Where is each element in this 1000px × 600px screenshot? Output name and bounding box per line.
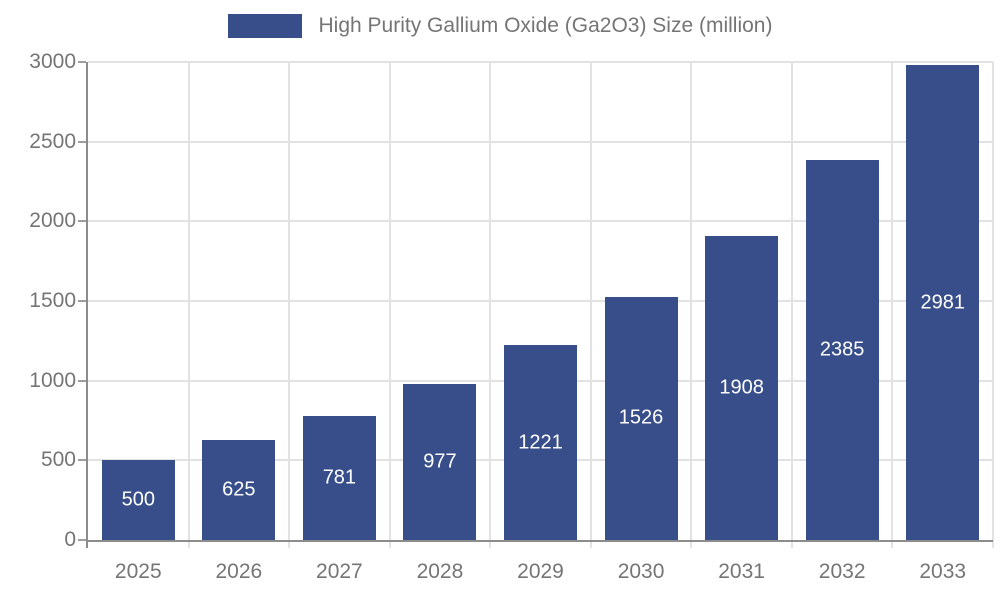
gridline-vertical <box>891 62 894 548</box>
y-axis-tick-label: 2500 <box>29 129 76 153</box>
gridline-horizontal <box>88 220 993 223</box>
y-axis-tick-label: 3000 <box>29 50 76 73</box>
y-axis-tick-mark <box>78 140 86 143</box>
bar-2025: 500 <box>101 460 175 540</box>
gridline-vertical <box>388 62 391 548</box>
gridline-horizontal <box>88 300 993 302</box>
bar-2032: 2385 <box>805 160 879 540</box>
bar-2027: 781 <box>302 415 376 540</box>
x-axis-tick-label: 2031 <box>718 560 765 583</box>
y-axis-line <box>86 62 88 548</box>
y-axis-tick-label: 2000 <box>29 209 76 233</box>
legend-swatch[interactable] <box>227 14 302 38</box>
gridline-vertical <box>589 62 592 548</box>
gridline-vertical <box>790 62 793 548</box>
bar-2031: 1908 <box>705 236 779 540</box>
x-axis-tick-label: 2033 <box>919 560 967 583</box>
plot-area: 0 500 1000 1500 2000 2500 3000 500 2025 625 2026 78… <box>29 50 994 583</box>
x-axis-tick-label: 2027 <box>316 560 363 583</box>
y-axis-tick-label: 1500 <box>29 289 76 312</box>
gridline-vertical <box>288 62 291 548</box>
x-axis-tick-label: 2026 <box>215 560 263 583</box>
gridline-vertical <box>690 62 693 548</box>
bar-value-label: 2981 <box>920 291 965 314</box>
bar-value-label: 500 <box>121 488 155 511</box>
bar-2030: 1526 <box>604 296 678 540</box>
legend[interactable]: High Purity Gallium Oxide (Ga2O3) Size (… <box>0 14 1000 38</box>
y-axis-tick-label: 1000 <box>29 368 76 392</box>
bar-value-label: 781 <box>322 466 357 489</box>
bar-value-label: 2385 <box>819 338 865 361</box>
gridline-vertical <box>187 62 190 548</box>
gridline-vertical <box>489 62 492 548</box>
bar-2033: 2981 <box>906 65 980 540</box>
bar-value-label: 1526 <box>618 406 664 429</box>
bar-value-label: 625 <box>222 478 256 501</box>
x-axis-tick-label: 2030 <box>617 560 665 583</box>
legend-label[interactable]: High Purity Gallium Oxide (Ga2O3) Size (… <box>318 14 773 37</box>
x-axis-line <box>86 540 993 542</box>
bar-2026: 625 <box>202 440 276 540</box>
y-axis-tick-mark <box>78 220 86 223</box>
gridline-horizontal <box>88 61 993 63</box>
y-axis-tick-mark <box>78 459 86 462</box>
x-axis-tick-label: 2029 <box>517 560 564 583</box>
gridline-horizontal <box>88 140 993 143</box>
x-axis-tick-label: 2028 <box>416 560 464 583</box>
y-axis-tick-label: 0 <box>64 528 76 551</box>
bar-value-label: 1908 <box>719 376 764 399</box>
y-axis-tick-mark <box>78 539 86 541</box>
gridline-vertical <box>992 62 994 548</box>
y-axis-tick-mark <box>78 300 86 302</box>
y-axis-tick-mark <box>78 61 86 63</box>
bar-value-label: 977 <box>423 450 457 473</box>
bar-value-label: 1221 <box>518 431 563 454</box>
bar-2029: 1221 <box>504 345 577 540</box>
y-axis-tick-label: 500 <box>40 448 76 472</box>
x-axis-tick-label: 2032 <box>818 560 866 583</box>
y-axis-tick-mark <box>78 379 86 382</box>
x-axis-tick-label: 2025 <box>114 560 162 583</box>
bar-2028: 977 <box>403 384 477 540</box>
